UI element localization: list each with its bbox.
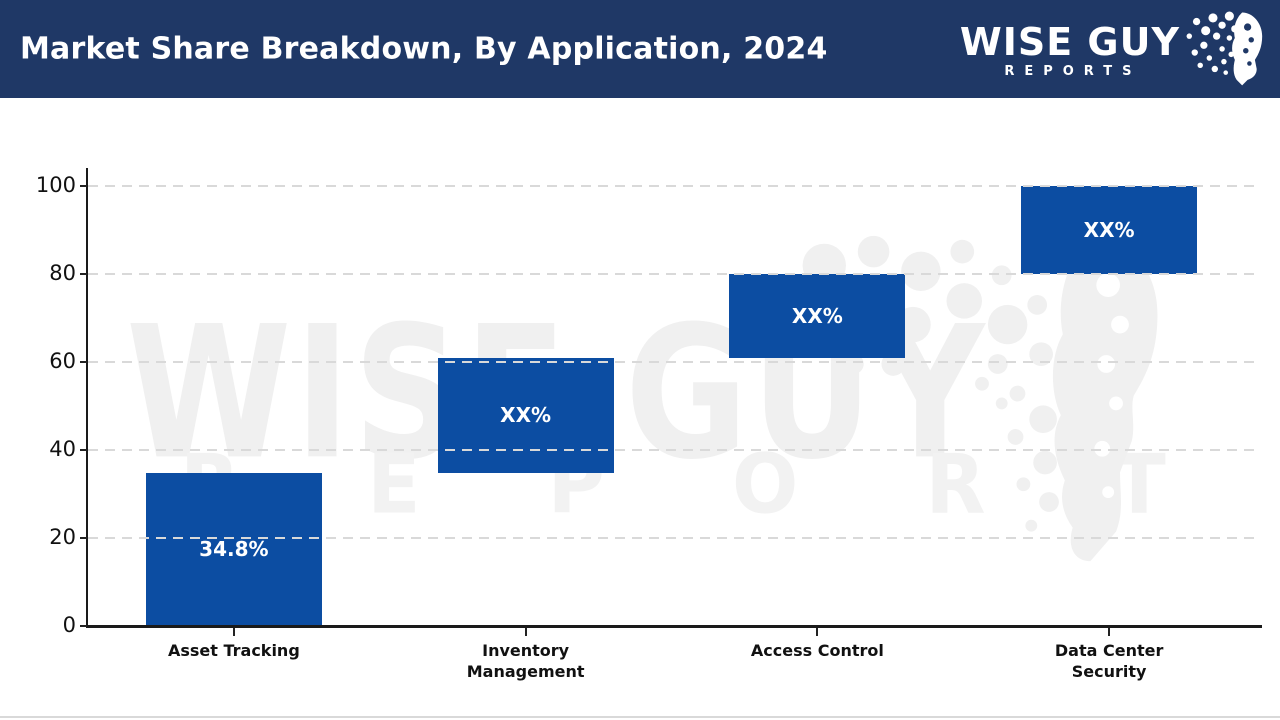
y-axis-tick (80, 273, 87, 275)
brand-name: WISE GUY (959, 20, 1180, 64)
category-label: Data Center Security (963, 640, 1255, 682)
category-label-line: Asset Tracking (167, 641, 300, 660)
y-axis-tick-label: 100 (35, 173, 76, 197)
bar-value-label: XX% (500, 403, 552, 428)
y-axis-tick (80, 185, 87, 187)
dotted-head-profile-icon (1182, 8, 1264, 92)
gridline (88, 185, 1255, 187)
gridline (88, 273, 1255, 275)
gridline (88, 537, 1255, 539)
page-title: Market Share Breakdown, By Application, … (20, 31, 828, 67)
category-label: Inventory Management (380, 640, 672, 682)
y-axis-tick-label: 80 (49, 261, 76, 285)
footer-divider (0, 716, 1280, 718)
y-axis-tick (80, 449, 87, 451)
bar-value-label: XX% (1083, 218, 1135, 242)
brand-logo-text: WISE GUY REPORTS (960, 21, 1180, 79)
gridline (88, 361, 1255, 363)
category-label-line: Inventory (482, 641, 570, 660)
category-label: Access Control (672, 640, 964, 661)
waterfall-bar: XX% (729, 274, 906, 358)
category-label-line: Management (466, 662, 585, 681)
waterfall-bar: XX% (437, 357, 614, 473)
category-label-line: Security (1071, 662, 1147, 681)
y-axis-tick (80, 537, 87, 539)
header-banner: Market Share Breakdown, By Application, … (0, 0, 1280, 98)
category-label: Asset Tracking (88, 640, 380, 661)
gridline (88, 449, 1255, 451)
x-axis-tick (524, 628, 527, 636)
bar-value-label: XX% (791, 303, 843, 328)
brand-subtitle: REPORTS (1004, 64, 1142, 79)
y-axis-tick-label: 0 (62, 613, 76, 637)
y-axis-tick (80, 361, 87, 363)
y-axis-line (86, 168, 88, 628)
x-axis-tick (816, 628, 819, 636)
y-axis-tick-label: 60 (49, 349, 76, 373)
x-axis-tick (1108, 628, 1111, 636)
brand-logo: WISE GUY REPORTS (960, 8, 1264, 92)
y-axis-tick-label: 20 (49, 525, 76, 549)
waterfall-bar: XX% (1021, 186, 1198, 274)
y-axis-tick (80, 625, 87, 627)
bar-value-label: 34.8% (199, 537, 269, 562)
category-label-line: Access Control (750, 641, 884, 660)
y-axis-tick-label: 40 (49, 437, 76, 461)
waterfall-bar: 34.8% (145, 472, 322, 626)
x-axis-line (86, 625, 1262, 628)
category-label-line: Data Center (1054, 641, 1164, 660)
x-axis-tick (232, 628, 235, 636)
watermark-brand-subtext: R E P O R T S (180, 438, 1280, 533)
